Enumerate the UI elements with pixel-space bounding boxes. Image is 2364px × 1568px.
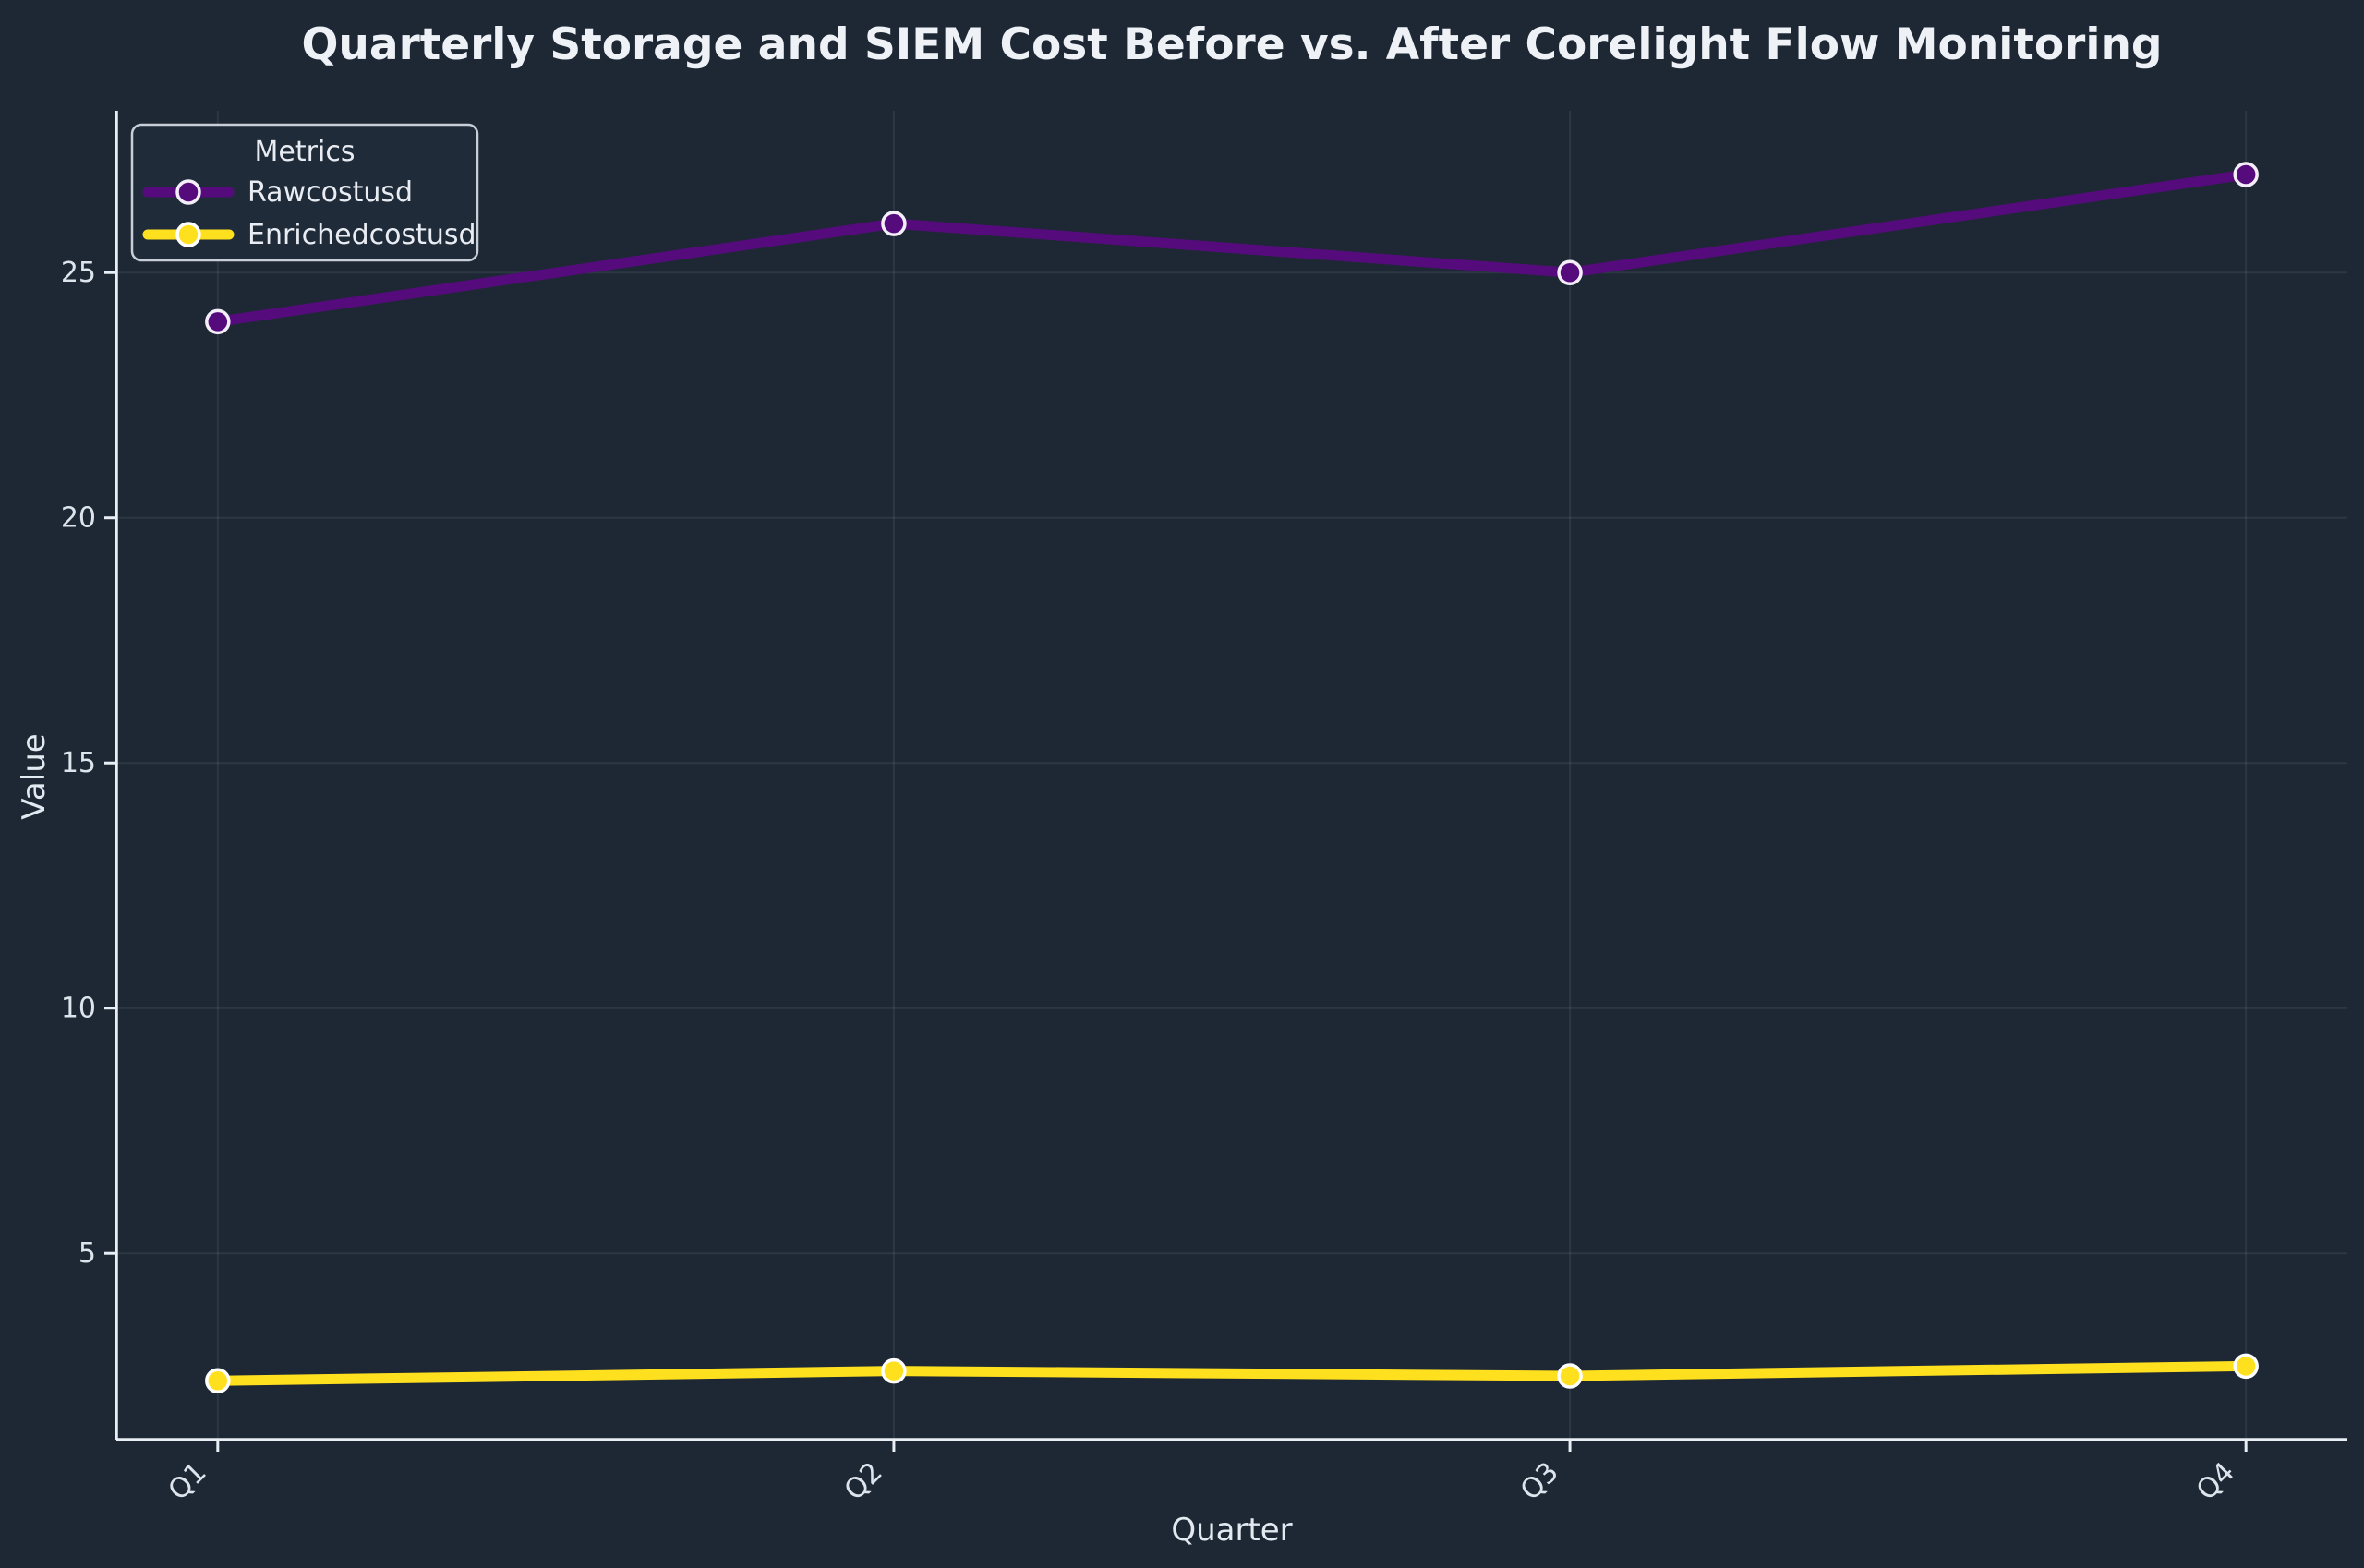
data-point-enrichedcostusd [2233, 1353, 2259, 1380]
x-tick-label: Q3 [1514, 1456, 1565, 1507]
x-tick-label: Q1 [163, 1456, 213, 1507]
data-point-enrichedcostusd [881, 1357, 907, 1384]
gridlines [116, 111, 2347, 1440]
legend-box [130, 123, 479, 262]
legend-item-label: Enrichedcostusd [247, 219, 476, 251]
legend-title: Metrics [255, 136, 356, 168]
series-line-enrichedcostusd [212, 1360, 2251, 1386]
x-tick-label: Q2 [838, 1456, 889, 1507]
legend-item-label: Rawcostusd [247, 176, 413, 209]
series-markers [205, 162, 2259, 1394]
series-line-rawcostusd [212, 169, 2251, 327]
data-point-rawcostusd [881, 211, 907, 236]
y-tick-label: 5 [78, 1237, 96, 1270]
y-axis-ticks: 5 10 15 20 25 [61, 257, 116, 1270]
data-point-enrichedcostusd [205, 1368, 231, 1394]
chart-title: Quarterly Storage and SIEM Cost Before v… [301, 19, 2162, 70]
y-tick-label: 15 [61, 747, 96, 779]
data-point-rawcostusd [1557, 259, 1583, 285]
data-point-rawcostusd [2233, 162, 2259, 187]
x-axis-label: Quarter [1171, 1512, 1292, 1549]
y-tick-label: 20 [61, 502, 96, 535]
axes-spines [115, 111, 2347, 1441]
data-point-enrichedcostusd [1557, 1363, 1583, 1389]
y-tick-label: 10 [61, 993, 96, 1025]
series-lines [212, 169, 2251, 1386]
legend-swatch-marker [175, 222, 201, 247]
y-axis-label: Value [16, 733, 53, 819]
y-tick-label: 25 [61, 257, 96, 289]
x-tick-label: Q4 [2190, 1456, 2241, 1507]
legend-swatch-marker [175, 179, 201, 205]
x-axis-ticks: Q1 Q2 Q3 Q4 [163, 1440, 2248, 1507]
legend: Metrics Rawcostusd Enrichedcostusd [130, 123, 479, 262]
legend-items: Rawcostusd Enrichedcostusd [142, 176, 476, 251]
data-point-rawcostusd [205, 308, 231, 335]
